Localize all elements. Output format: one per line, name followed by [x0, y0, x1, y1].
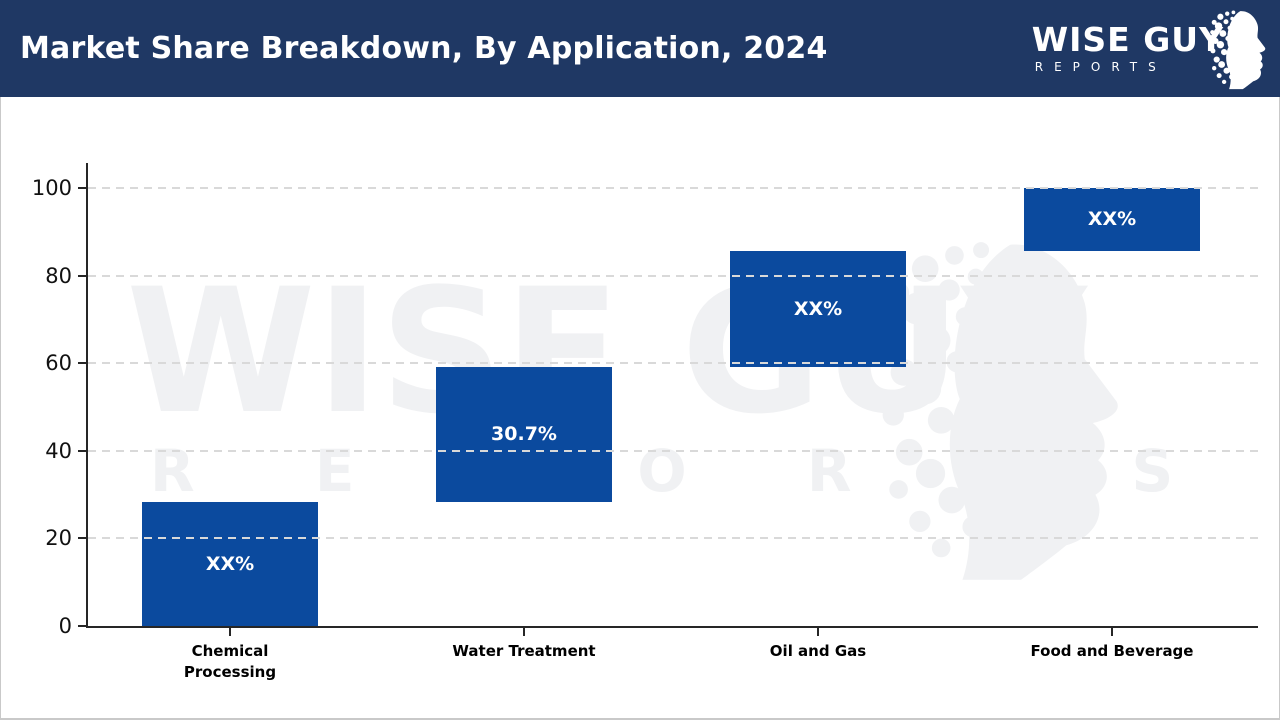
waterfall-bar-segment: 30.7% — [436, 367, 612, 502]
bar-value-label: XX% — [205, 552, 255, 575]
bar-value-label: XX% — [1087, 208, 1137, 231]
chart-title: Market Share Breakdown, By Application, … — [20, 31, 828, 66]
y-axis-tick-label: 100 — [31, 176, 72, 200]
y-axis-tick-label: 20 — [45, 526, 72, 551]
x-axis-category-label: Oil and Gas — [769, 642, 867, 660]
x-axis-tick — [1111, 628, 1113, 636]
y-axis-tick-label: 40 — [45, 438, 72, 463]
x-axis-category-label: Chemical Processing — [183, 642, 277, 681]
header-bar: Market Share Breakdown, By Application, … — [0, 0, 1280, 97]
y-axis-tick — [78, 187, 87, 189]
x-axis-line — [86, 626, 1258, 628]
bar-value-label: XX% — [793, 297, 843, 320]
y-axis-tick — [78, 274, 87, 277]
y-gridline — [88, 274, 1258, 277]
x-axis-category-label: Water Treatment — [452, 642, 596, 660]
y-axis-tick — [78, 537, 87, 540]
y-axis-tick — [78, 625, 87, 627]
logo-wordmark: WISE GUY REPORTS — [1032, 23, 1224, 74]
bar-value-label: 30.7% — [491, 423, 557, 446]
x-axis-tick — [523, 628, 525, 636]
y-axis-line — [86, 163, 88, 628]
y-gridline — [88, 362, 1258, 365]
dotted-head-logo-icon — [1208, 8, 1270, 90]
waterfall-bar-segment: XX% — [730, 250, 906, 368]
y-gridline — [88, 187, 1258, 189]
x-axis-tick — [817, 628, 819, 636]
y-gridline — [88, 537, 1258, 540]
logo-brand-name: WISE GUY — [1031, 20, 1224, 59]
y-axis-tick-label: 60 — [45, 351, 72, 376]
x-axis-tick — [229, 628, 231, 636]
waterfall-bar-segment: XX% — [1024, 188, 1200, 251]
watermark-dotted-head-icon — [872, 234, 1138, 580]
y-axis-tick — [78, 362, 87, 365]
y-axis-tick — [78, 449, 87, 452]
wise-guy-reports-logo: WISE GUY REPORTS — [1032, 8, 1270, 90]
waterfall-bar-segment: XX% — [142, 501, 318, 626]
y-axis-tick-label: 80 — [45, 263, 72, 288]
y-gridline — [88, 449, 1258, 452]
logo-brand-subtitle: REPORTS — [1034, 60, 1167, 74]
y-axis-tick-label: 0 — [58, 614, 72, 638]
x-axis-category-label: Food and Beverage — [1030, 642, 1194, 660]
